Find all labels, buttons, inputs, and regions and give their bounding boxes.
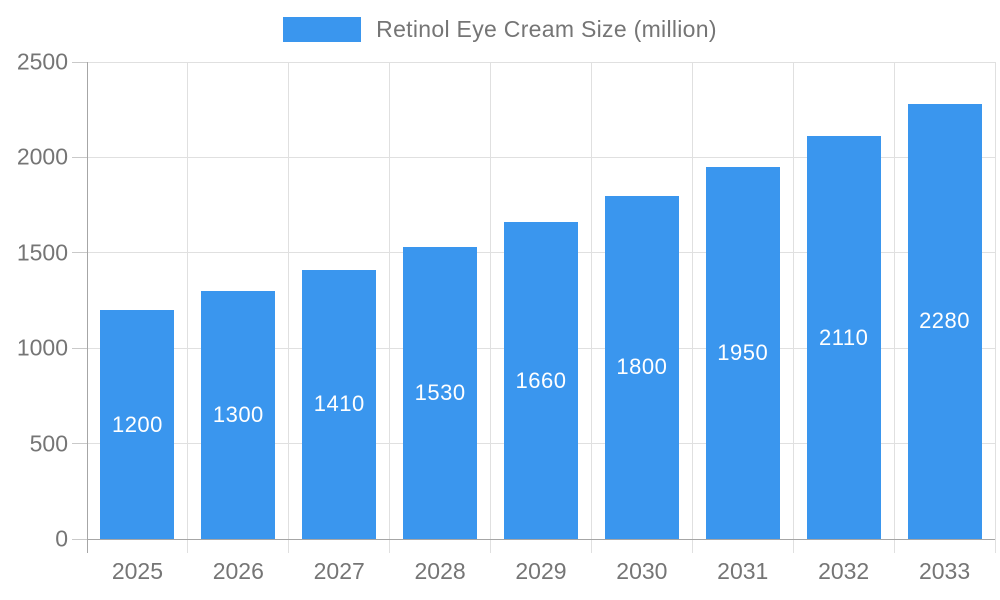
x-axis-tick bbox=[590, 540, 592, 553]
bar[interactable]: 1950 bbox=[705, 166, 780, 539]
bar-value-label: 1300 bbox=[212, 401, 264, 427]
x-axis-tick bbox=[893, 540, 895, 553]
bar-value-label: 2110 bbox=[819, 324, 869, 350]
x-tick-label: 2027 bbox=[313, 558, 365, 584]
y-tick-label: 0 bbox=[55, 525, 68, 552]
y-axis-tick bbox=[72, 61, 87, 63]
x-tick-label: 2033 bbox=[918, 558, 971, 584]
x-tick-label: 2026 bbox=[212, 558, 264, 584]
x-tick-label: 2028 bbox=[414, 558, 466, 584]
bar[interactable]: 1660 bbox=[504, 222, 578, 539]
x-tick-label: 2031 bbox=[717, 558, 769, 584]
x-axis-tick bbox=[691, 540, 693, 553]
v-gridline bbox=[691, 62, 693, 540]
x-axis-tick bbox=[994, 540, 996, 553]
y-tick-label: 500 bbox=[29, 430, 68, 457]
x-tick-label: 2029 bbox=[515, 558, 567, 584]
bar-value-label: 1200 bbox=[111, 411, 163, 437]
y-tick-label: 1000 bbox=[16, 334, 68, 361]
plot-area: 0 500 1000 1500 2000 2500 2025 2026 2027 2028 2029… bbox=[17, 49, 996, 584]
h-gridline bbox=[87, 61, 995, 63]
y-axis-tick bbox=[72, 538, 87, 540]
legend[interactable]: Retinol Eye Cream Size (million) bbox=[0, 14, 1000, 44]
bar-value-label: 1410 bbox=[313, 391, 365, 417]
y-tick-label: 2500 bbox=[16, 48, 68, 75]
bar[interactable]: 1530 bbox=[403, 247, 478, 539]
y-axis-line bbox=[87, 62, 88, 553]
bar[interactable]: 1800 bbox=[604, 195, 679, 539]
y-axis-tick bbox=[72, 347, 87, 349]
v-gridline bbox=[490, 62, 492, 540]
v-gridline bbox=[389, 62, 391, 540]
v-gridline bbox=[994, 62, 996, 540]
bar[interactable]: 2280 bbox=[907, 103, 982, 539]
y-axis-tick bbox=[72, 443, 87, 445]
legend-label: Retinol Eye Cream Size (million) bbox=[376, 15, 717, 42]
y-tick-label: 1500 bbox=[16, 239, 68, 266]
x-axis-line bbox=[87, 539, 995, 540]
bar-value-label: 1800 bbox=[616, 354, 668, 380]
x-tick-label: 2032 bbox=[818, 558, 870, 584]
bar[interactable]: 2110 bbox=[806, 136, 881, 539]
bar-value-label: 2280 bbox=[919, 308, 971, 334]
x-axis-tick bbox=[288, 540, 290, 553]
v-gridline bbox=[792, 62, 794, 540]
v-gridline bbox=[893, 62, 895, 540]
bar-value-label: 1660 bbox=[515, 367, 567, 393]
x-tick-label: 2025 bbox=[111, 558, 164, 584]
legend-swatch bbox=[283, 16, 362, 42]
bar[interactable]: 1200 bbox=[100, 310, 175, 539]
bar-value-label: 1530 bbox=[414, 380, 466, 406]
v-gridline bbox=[288, 62, 290, 540]
bar-value-label: 1950 bbox=[717, 339, 769, 365]
v-gridline bbox=[187, 62, 189, 540]
v-gridline bbox=[590, 62, 592, 540]
x-axis-tick bbox=[389, 540, 391, 553]
x-axis-tick bbox=[187, 540, 189, 553]
y-tick-label: 2000 bbox=[16, 143, 68, 170]
x-axis-tick bbox=[490, 540, 492, 553]
y-axis-tick bbox=[72, 252, 87, 254]
x-axis-tick bbox=[792, 540, 794, 553]
h-gridline bbox=[87, 156, 995, 158]
x-tick-label: 2030 bbox=[616, 558, 668, 584]
bar[interactable]: 1410 bbox=[302, 269, 377, 539]
y-axis-tick bbox=[72, 156, 87, 158]
bar[interactable]: 1300 bbox=[201, 290, 276, 539]
